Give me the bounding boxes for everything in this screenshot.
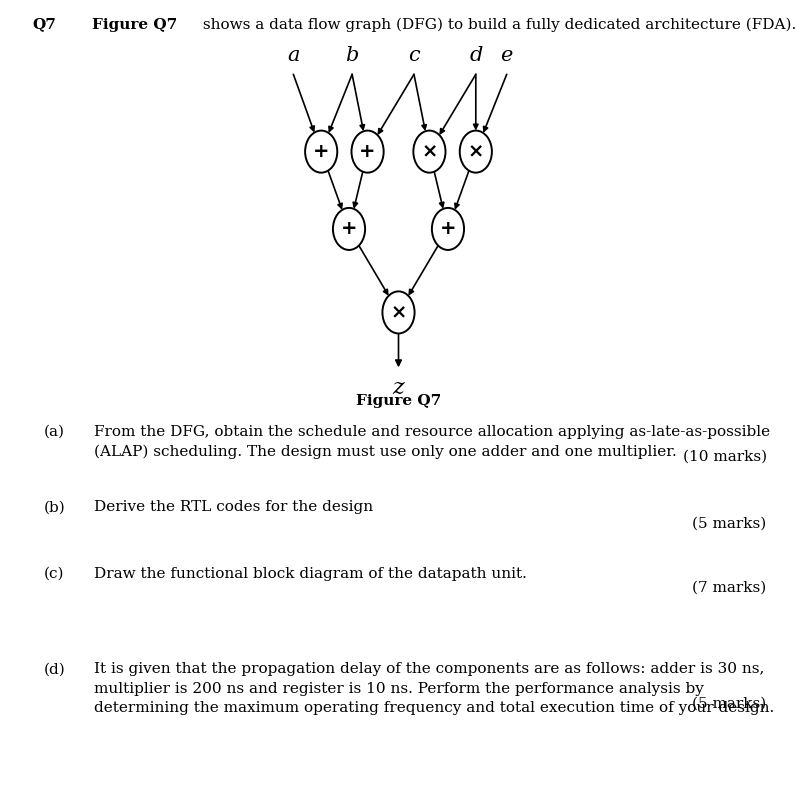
Text: Q7: Q7 [32,18,56,32]
Text: Figure Q7: Figure Q7 [92,18,177,32]
Text: (a): (a) [44,425,65,439]
Text: e: e [501,46,513,65]
Text: b: b [345,46,359,65]
Text: Figure Q7: Figure Q7 [356,394,441,409]
Text: (5 marks): (5 marks) [693,516,767,531]
Text: +: + [359,142,376,161]
Text: +: + [313,142,329,161]
Text: (7 marks): (7 marks) [693,581,767,595]
Ellipse shape [305,131,337,172]
Text: a: a [287,46,300,65]
Ellipse shape [351,131,383,172]
Text: (c): (c) [44,567,65,581]
Text: Derive the RTL codes for the design: Derive the RTL codes for the design [94,500,373,515]
Text: (b): (b) [44,500,65,515]
Text: (10 marks): (10 marks) [682,450,767,464]
Text: From the DFG, obtain the schedule and resource allocation applying as-late-as-po: From the DFG, obtain the schedule and re… [94,425,770,459]
Text: shows a data flow graph (DFG) to build a fully dedicated architecture (FDA).: shows a data flow graph (DFG) to build a… [198,18,796,32]
Ellipse shape [333,208,365,250]
Text: z: z [393,377,404,399]
Ellipse shape [432,208,464,250]
Text: c: c [408,46,420,65]
Ellipse shape [383,291,414,334]
Text: (d): (d) [44,662,65,677]
Text: +: + [341,219,357,239]
Text: It is given that the propagation delay of the components are as follows: adder i: It is given that the propagation delay o… [94,662,775,715]
Text: ×: × [468,142,484,161]
Ellipse shape [414,131,446,172]
Text: (5 marks): (5 marks) [693,697,767,711]
Text: d: d [469,46,482,65]
Text: ×: × [422,142,438,161]
Text: ×: × [391,303,406,322]
Ellipse shape [460,131,492,172]
Text: Draw the functional block diagram of the datapath unit.: Draw the functional block diagram of the… [94,567,527,581]
Text: +: + [440,219,456,239]
